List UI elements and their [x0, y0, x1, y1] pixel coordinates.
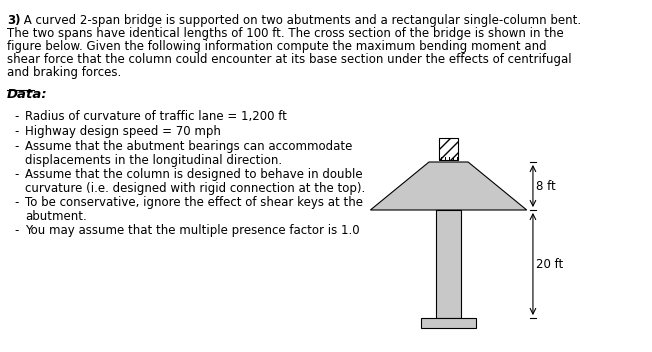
Text: Assume that the abutment bearings can accommodate: Assume that the abutment bearings can ac… — [25, 140, 352, 153]
Text: 8 ft: 8 ft — [537, 180, 556, 193]
Text: You may assume that the multiple presence factor is 1.0: You may assume that the multiple presenc… — [25, 224, 359, 237]
Text: curvature (i.e. designed with rigid connection at the top).: curvature (i.e. designed with rigid conn… — [25, 182, 365, 195]
Text: The two spans have identical lengths of 100 ft. The cross section of the bridge : The two spans have identical lengths of … — [7, 27, 564, 40]
Text: A curved 2-span bridge is supported on two abutments and a rectangular single-co: A curved 2-span bridge is supported on t… — [20, 14, 581, 27]
Bar — [436, 210, 461, 318]
Text: Data:: Data: — [7, 88, 48, 101]
Text: and braking forces.: and braking forces. — [7, 66, 121, 79]
Text: 3): 3) — [7, 14, 21, 27]
Text: -: - — [14, 224, 19, 237]
Text: 20 ft: 20 ft — [537, 258, 564, 270]
Text: -: - — [14, 140, 19, 153]
Text: To be conservative, ignore the effect of shear keys at the: To be conservative, ignore the effect of… — [25, 196, 363, 209]
Polygon shape — [370, 162, 527, 210]
Text: abutment.: abutment. — [25, 210, 87, 223]
Text: -: - — [14, 110, 19, 123]
Text: Radius of curvature of traffic lane = 1,200 ft: Radius of curvature of traffic lane = 1,… — [25, 110, 287, 123]
Text: shear force that the column could encounter at its base section under the effect: shear force that the column could encoun… — [7, 53, 572, 66]
Text: Assume that the column is designed to behave in double: Assume that the column is designed to be… — [25, 168, 363, 181]
Text: -: - — [14, 196, 19, 209]
Text: Highway design speed = 70 mph: Highway design speed = 70 mph — [25, 125, 221, 138]
Text: -: - — [14, 125, 19, 138]
Text: displacements in the longitudinal direction.: displacements in the longitudinal direct… — [25, 154, 282, 167]
Text: -: - — [14, 168, 19, 181]
Text: figure below. Given the following information compute the maximum bending moment: figure below. Given the following inform… — [7, 40, 547, 53]
Bar — [421, 318, 476, 328]
Bar — [439, 138, 458, 160]
